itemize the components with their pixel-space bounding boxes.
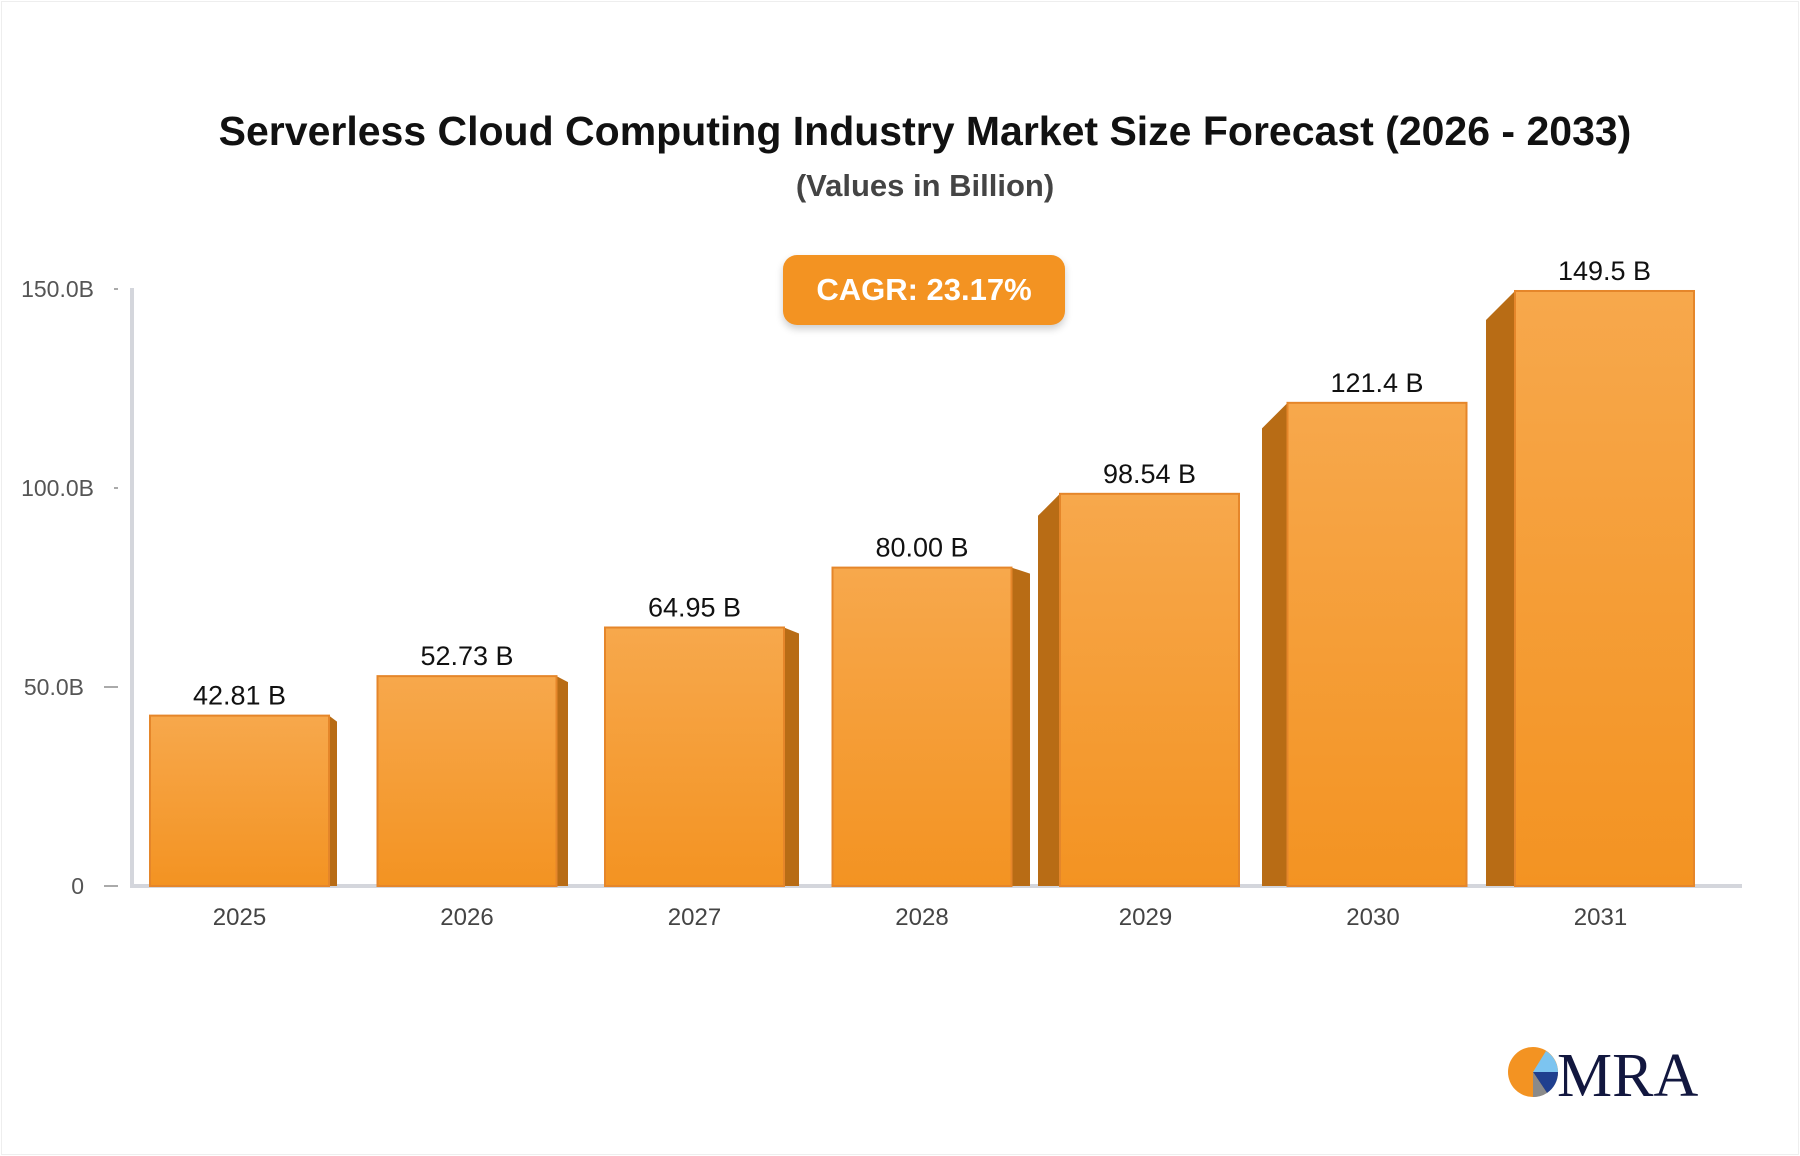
bar bbox=[1286, 401, 1468, 887]
x-tick-label: 2029 bbox=[1119, 904, 1172, 931]
bar-side bbox=[1262, 402, 1288, 886]
chart-subtitle: (Values in Billion) bbox=[795, 168, 1055, 203]
bar-side bbox=[784, 627, 799, 886]
x-tick-label: 2030 bbox=[1346, 904, 1399, 931]
y-tick-label: 100.0B bbox=[21, 475, 94, 501]
bar bbox=[831, 566, 1013, 887]
y-tick-label: 0 bbox=[71, 873, 84, 899]
x-tick-label: 2025 bbox=[213, 904, 266, 931]
bar-group: 52.73 B 2026 bbox=[376, 641, 568, 931]
bar-side bbox=[329, 715, 337, 886]
x-tick-label: 2027 bbox=[668, 904, 721, 931]
data-label: 64.95 B bbox=[648, 592, 741, 622]
y-tick-label: 150.0B bbox=[21, 276, 94, 302]
y-tick-label: 50.0B bbox=[24, 674, 84, 700]
bar bbox=[604, 626, 785, 888]
data-label: 52.73 B bbox=[420, 641, 513, 671]
bar bbox=[376, 675, 558, 887]
x-tick-label: 2026 bbox=[440, 904, 493, 931]
chart-title: Serverless Cloud Computing Industry Mark… bbox=[218, 108, 1632, 154]
bar-group: 80.00 B 2028 bbox=[831, 533, 1030, 931]
bar bbox=[149, 714, 330, 888]
x-tick-label: 2031 bbox=[1574, 904, 1627, 931]
bar-group: 98.54 B 2029 bbox=[1038, 459, 1240, 931]
data-label: 121.4 B bbox=[1330, 368, 1423, 398]
bar-side bbox=[1038, 493, 1060, 886]
bar bbox=[1059, 492, 1240, 887]
bar-group: 149.5 B 2031 bbox=[1486, 256, 1695, 931]
mra-logo: MRA bbox=[1508, 1042, 1698, 1110]
x-tick-label: 2028 bbox=[895, 904, 948, 931]
bar-group: 64.95 B 2027 bbox=[604, 592, 799, 931]
bar-side bbox=[1486, 290, 1515, 886]
bar bbox=[1514, 289, 1695, 887]
cagr-badge: CAGR: 23.17% bbox=[783, 255, 1065, 325]
data-label: 80.00 B bbox=[875, 533, 968, 563]
data-label: 98.54 B bbox=[1103, 459, 1196, 489]
data-label: 42.81 B bbox=[193, 681, 286, 711]
bar-side bbox=[556, 676, 568, 886]
bar-group: 121.4 B 2030 bbox=[1262, 368, 1468, 931]
bar-side bbox=[1011, 567, 1030, 886]
svg-text:MRA: MRA bbox=[1557, 1042, 1698, 1110]
data-label: 149.5 B bbox=[1558, 256, 1651, 286]
bar-group: 42.81 B 2025 bbox=[149, 681, 337, 931]
